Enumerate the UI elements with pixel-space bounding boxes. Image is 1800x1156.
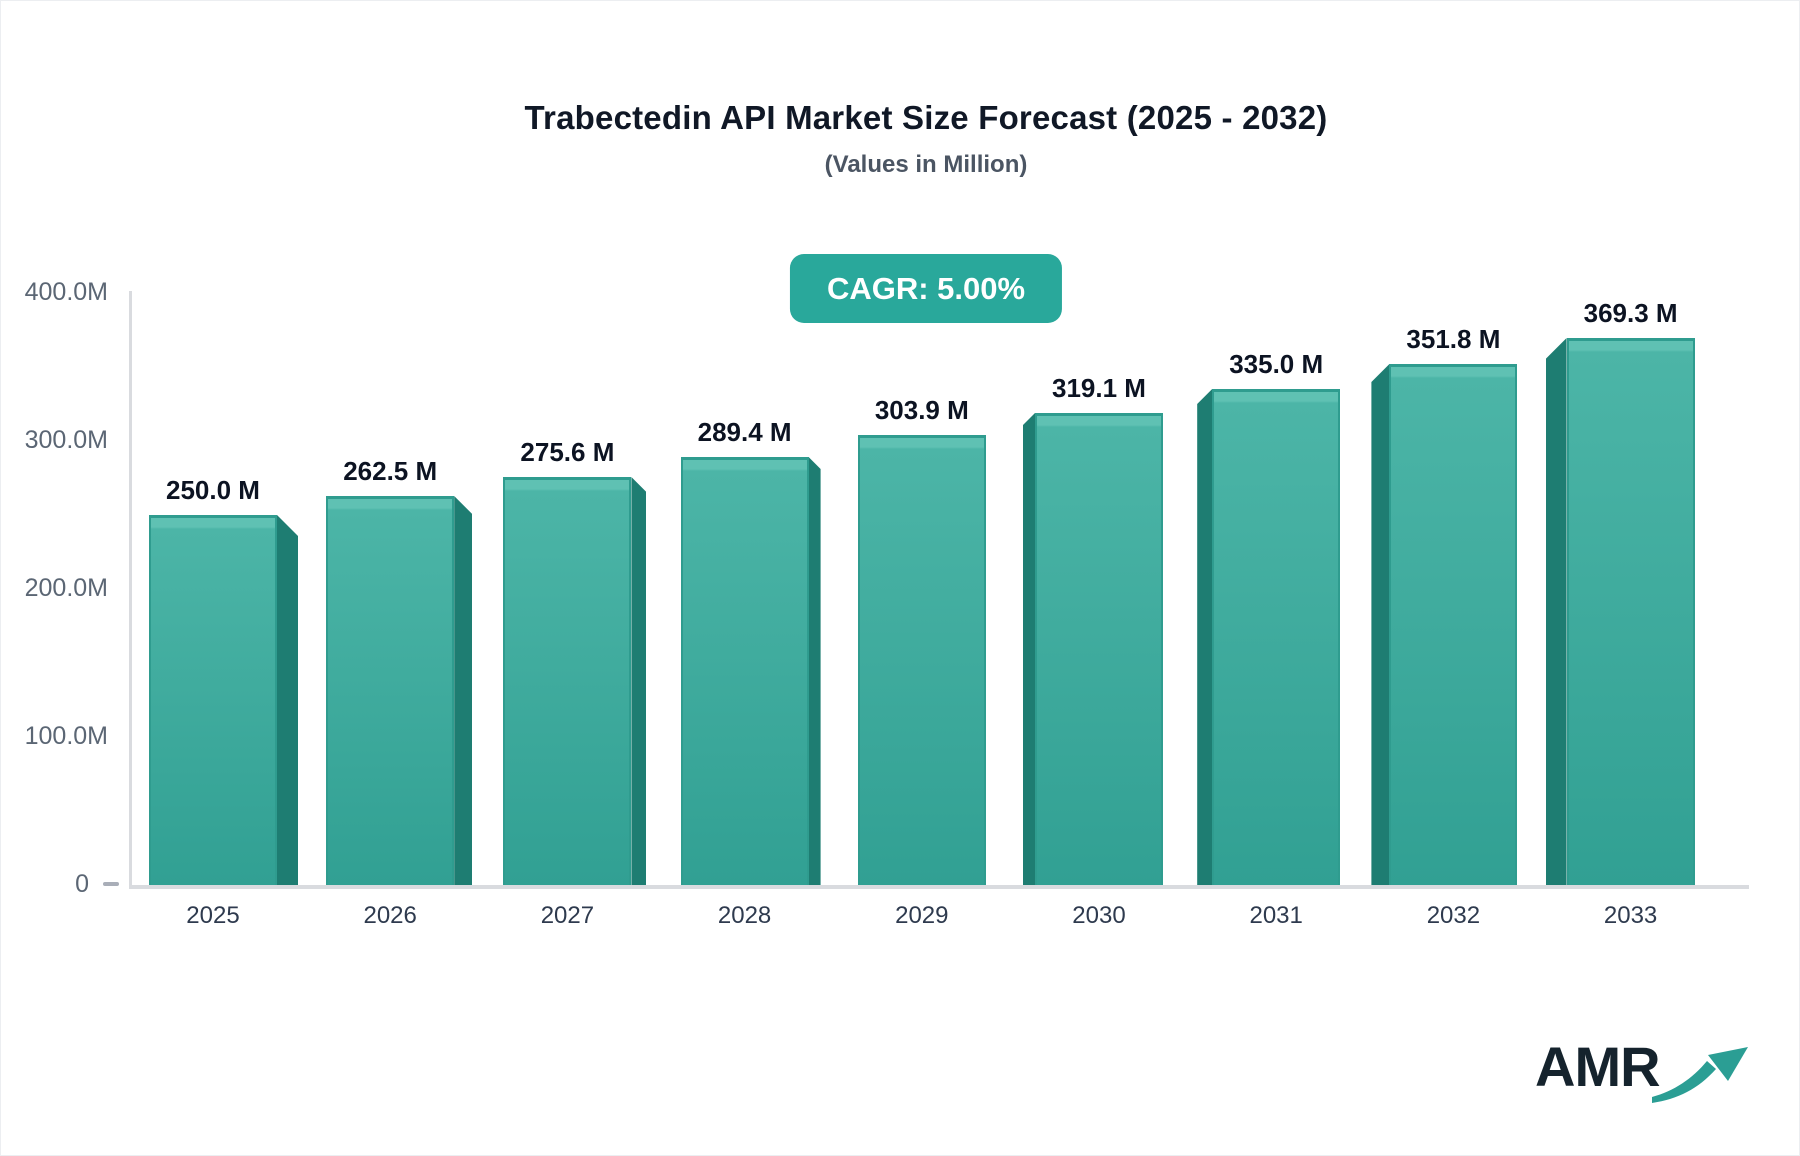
bar-side-face-2032 — [1371, 364, 1390, 885]
y-tick-label: 300.0M — [24, 426, 108, 454]
bar-side-face-2026 — [454, 496, 473, 885]
x-axis-label-2026: 2026 — [363, 902, 417, 929]
x-axis-label-2032: 2032 — [1426, 902, 1481, 929]
bar-value-label: 319.1 M — [1052, 373, 1146, 403]
trend-arrow-icon — [1651, 1047, 1748, 1103]
chart-subtitle: (Values in Million) — [824, 151, 1028, 178]
bar-2031[interactable] — [1212, 389, 1341, 885]
bar-value-label: 303.9 M — [874, 395, 969, 425]
bar-value-label: 369.3 M — [1583, 298, 1678, 328]
bar-side-face-2031 — [1197, 389, 1213, 885]
bar-2028[interactable] — [680, 457, 809, 885]
bar-side-face-2028 — [808, 457, 821, 885]
bar-2027[interactable] — [503, 477, 632, 885]
x-axis-label-2025: 2025 — [186, 902, 240, 929]
y-tick-label: 100.0M — [24, 722, 108, 750]
cagr-badge: CAGR: 5.00% — [789, 254, 1063, 323]
bar-2032[interactable] — [1389, 364, 1518, 885]
x-axis-label-2030: 2030 — [1072, 902, 1126, 929]
x-axis-label-2033: 2033 — [1603, 902, 1658, 929]
amr-logo: AMR — [1535, 1039, 1752, 1109]
bar-value-label: 335.0 M — [1229, 349, 1324, 379]
y-tick-label: 200.0M — [24, 574, 108, 602]
y-tick-label: 0 — [75, 870, 89, 898]
bar-side-face-2033 — [1545, 338, 1567, 885]
bar-2025[interactable] — [149, 515, 277, 885]
amr-logo-text: AMR — [1535, 1035, 1661, 1098]
bar-side-face-2025 — [277, 515, 298, 885]
x-axis-label-2031: 2031 — [1249, 902, 1303, 929]
bar-side-face-2030 — [1023, 413, 1035, 885]
y-axis-line — [129, 291, 132, 889]
x-axis-baseline — [129, 885, 1749, 889]
zero-tick-dash — [103, 882, 119, 886]
bar-value-label: 262.5 M — [343, 456, 438, 486]
bar-value-label: 275.6 M — [520, 437, 615, 467]
y-tick-label: 400.0M — [24, 278, 108, 306]
bar-value-label: 289.4 M — [697, 417, 792, 447]
bar-2033[interactable] — [1566, 338, 1695, 885]
bar-2030[interactable] — [1035, 413, 1163, 885]
bar-side-face-2027 — [631, 477, 647, 885]
x-axis-label-2027: 2027 — [540, 902, 595, 929]
bar-value-label: 351.8 M — [1406, 324, 1501, 354]
bar-value-label: 250.0 M — [166, 475, 260, 505]
x-axis-label-2028: 2028 — [717, 902, 772, 929]
bar-2026[interactable] — [326, 496, 455, 885]
bar-2029[interactable] — [857, 435, 986, 885]
x-axis-label-2029: 2029 — [895, 902, 949, 929]
chart-title: Trabectedin API Market Size Forecast (20… — [524, 99, 1328, 136]
